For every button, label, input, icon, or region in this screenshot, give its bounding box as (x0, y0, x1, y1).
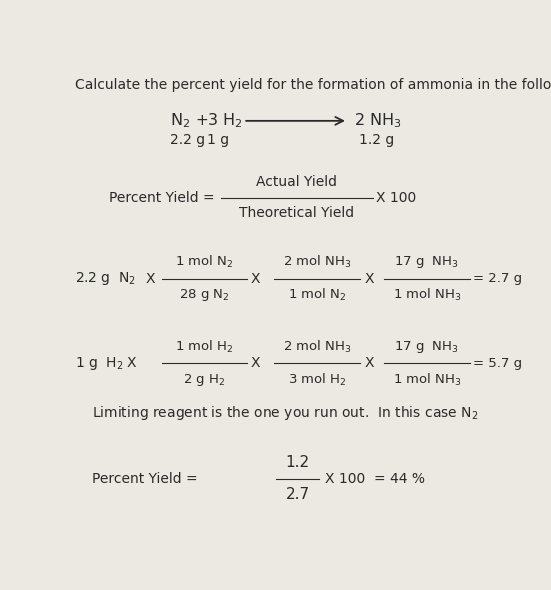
Text: X 100: X 100 (376, 191, 416, 205)
Text: 1 g  $\mathregular{H_2}$: 1 g $\mathregular{H_2}$ (75, 355, 124, 372)
Text: X: X (145, 272, 155, 286)
Text: Actual Yield: Actual Yield (256, 175, 337, 189)
Text: $\mathregular{3\ H_2}$: $\mathregular{3\ H_2}$ (207, 112, 242, 130)
Text: 1 mol $\mathregular{H_2}$: 1 mol $\mathregular{H_2}$ (175, 339, 234, 355)
Text: 2 mol $\mathregular{NH_3}$: 2 mol $\mathregular{NH_3}$ (283, 339, 351, 355)
Text: 1 g: 1 g (207, 133, 229, 147)
Text: = 2.7 g: = 2.7 g (473, 272, 522, 285)
Text: 28 g $\mathregular{N_2}$: 28 g $\mathregular{N_2}$ (179, 287, 230, 303)
Text: Limiting reagent is the one you run out.  In this case $\mathregular{N_2}$: Limiting reagent is the one you run out.… (92, 405, 479, 422)
Text: $\mathregular{2\ NH_3}$: $\mathregular{2\ NH_3}$ (354, 112, 402, 130)
Text: X 100  = 44 %: X 100 = 44 % (325, 472, 425, 486)
Text: X: X (251, 356, 261, 371)
Text: Percent Yield =: Percent Yield = (109, 191, 215, 205)
Text: 1 mol $\mathregular{N_2}$: 1 mol $\mathregular{N_2}$ (175, 254, 234, 270)
Text: 2 mol $\mathregular{NH_3}$: 2 mol $\mathregular{NH_3}$ (283, 254, 351, 270)
Text: 17 g  $\mathregular{NH_3}$: 17 g $\mathregular{NH_3}$ (395, 254, 460, 270)
Text: X: X (127, 356, 137, 371)
Text: $\mathregular{N_2}$: $\mathregular{N_2}$ (170, 112, 190, 130)
Text: X: X (251, 272, 261, 286)
Text: Theoretical Yield: Theoretical Yield (239, 206, 354, 220)
Text: 1 mol $\mathregular{NH_3}$: 1 mol $\mathregular{NH_3}$ (393, 372, 461, 388)
Text: 1.2 g: 1.2 g (359, 133, 394, 147)
Text: 3 mol $\mathregular{H_2}$: 3 mol $\mathregular{H_2}$ (288, 372, 346, 388)
Text: = 5.7 g: = 5.7 g (473, 357, 522, 370)
Text: 2 g $\mathregular{H_2}$: 2 g $\mathregular{H_2}$ (183, 372, 225, 388)
Text: 1 mol $\mathregular{N_2}$: 1 mol $\mathregular{N_2}$ (288, 287, 346, 303)
Text: X: X (365, 356, 375, 371)
Text: Calculate the percent yield for the formation of ammonia in the following reacti: Calculate the percent yield for the form… (75, 78, 551, 93)
Text: Percent Yield =: Percent Yield = (92, 472, 198, 486)
Text: X: X (365, 272, 375, 286)
Text: 2.7: 2.7 (285, 487, 310, 502)
Text: 1 mol $\mathregular{NH_3}$: 1 mol $\mathregular{NH_3}$ (393, 287, 461, 303)
Text: 2.2 g: 2.2 g (170, 133, 205, 147)
Text: $+$: $+$ (195, 113, 208, 129)
Text: 1.2: 1.2 (285, 455, 310, 470)
Text: 17 g  $\mathregular{NH_3}$: 17 g $\mathregular{NH_3}$ (395, 339, 460, 355)
Text: 2.2 g  $\mathregular{N_2}$: 2.2 g $\mathregular{N_2}$ (75, 270, 136, 287)
